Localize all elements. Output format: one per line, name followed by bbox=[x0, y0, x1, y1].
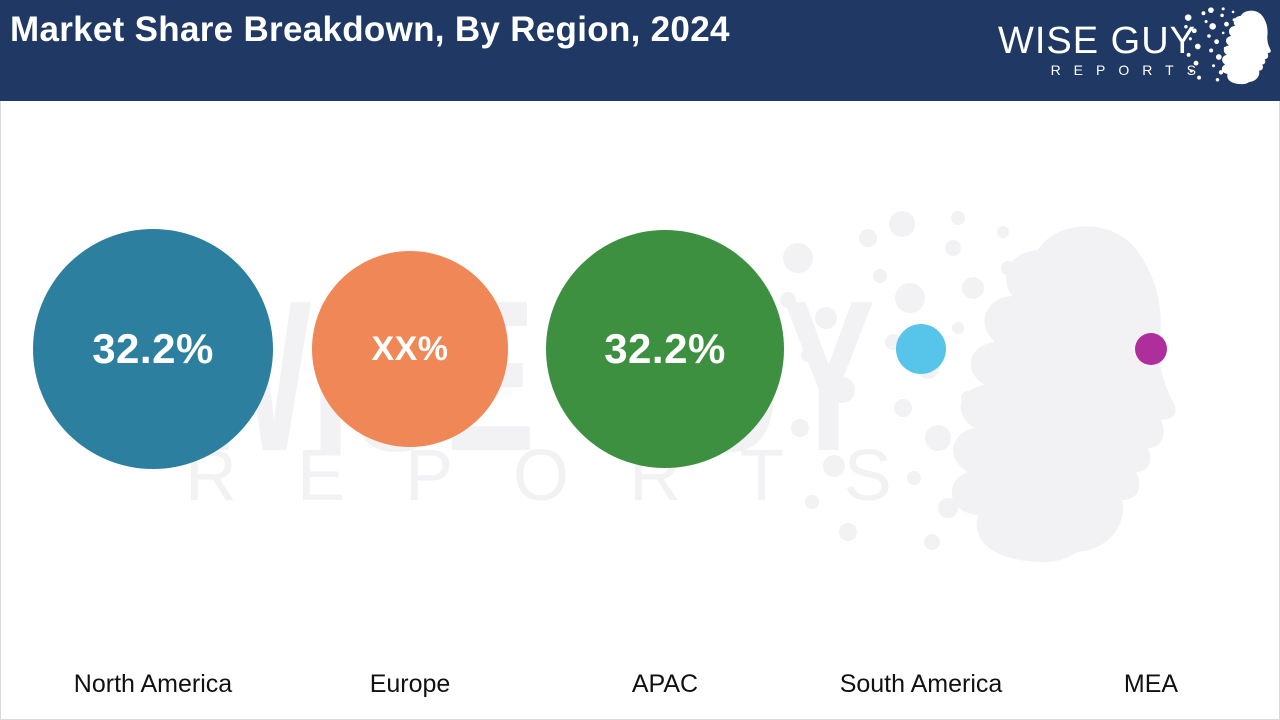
header-bar: Market Share Breakdown, By Region, 2024 … bbox=[0, 0, 1280, 101]
bubble-north-america: 32.2% bbox=[33, 229, 273, 469]
logo-text: WISE GUY REPORTS bbox=[998, 22, 1196, 77]
category-label-mea: MEA bbox=[1123, 670, 1179, 698]
bubble-europe: XX% bbox=[312, 251, 508, 447]
wise-guy-logo: WISE GUY REPORTS bbox=[998, 7, 1274, 87]
bubble-mea bbox=[1135, 333, 1167, 365]
logo-reports-text: REPORTS bbox=[1050, 62, 1209, 78]
category-label-north-america: North America bbox=[73, 670, 233, 698]
category-label-europe: Europe bbox=[369, 670, 451, 698]
bubble-value-label: 32.2% bbox=[604, 325, 726, 372]
logo-wordmark: WISE GUY bbox=[997, 20, 1196, 62]
category-label-apac: APAC bbox=[631, 670, 699, 698]
logo-face-icon bbox=[1184, 7, 1271, 85]
bubble-value-label: 32.2% bbox=[92, 325, 214, 372]
bubble-value-label: XX% bbox=[371, 329, 449, 368]
bubble-apac: 32.2% bbox=[546, 230, 784, 468]
page-title: Market Share Breakdown, By Region, 2024 bbox=[10, 10, 730, 49]
category-label-south-america: South America bbox=[839, 670, 1003, 698]
bubble-south-america bbox=[896, 324, 946, 374]
